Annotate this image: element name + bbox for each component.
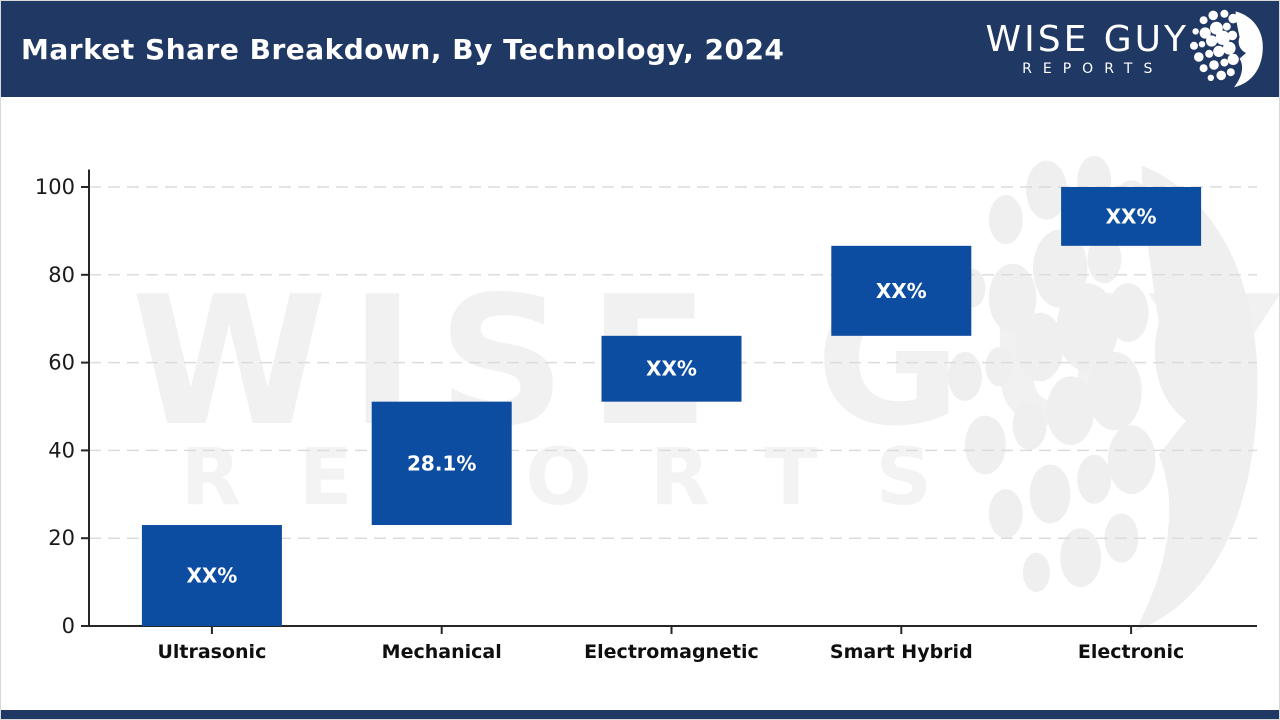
bar-value-label: XX% [646, 357, 697, 381]
page-title: Market Share Breakdown, By Technology, 2… [21, 32, 785, 66]
y-tick-label: 60 [48, 351, 75, 375]
y-tick-label: 40 [48, 438, 75, 462]
bar-value-label: 28.1% [407, 451, 476, 475]
y-tick-label: 20 [48, 526, 75, 550]
footer-bar [1, 710, 1279, 719]
wiseguy-head-icon [1190, 9, 1263, 88]
x-category-label: Electronic [1078, 641, 1184, 663]
wiseguy-logo-text: WISE GUY REPORTS [985, 19, 1190, 77]
logo-brand-name: WISE GUY [985, 19, 1189, 60]
bar-smart-hybrid [831, 245, 972, 336]
header: Market Share Breakdown, By Technology, 2… [1, 1, 1279, 97]
wiseguy-logo: WISE GUY REPORTS [986, 9, 1268, 89]
logo-brand-sub: REPORTS [1022, 61, 1164, 77]
bar-mechanical [371, 401, 512, 526]
x-category-label: Mechanical [382, 641, 502, 663]
x-category-label: Smart Hybrid [830, 641, 973, 663]
bar-ultrasonic [141, 525, 282, 626]
bar-electromagnetic [601, 335, 742, 402]
x-category-label: Ultrasonic [157, 641, 266, 663]
y-tick-label: 80 [48, 263, 75, 287]
bar-value-label: XX% [876, 279, 927, 303]
y-tick-label: 100 [35, 175, 75, 199]
bar-value-label: XX% [1106, 204, 1157, 228]
x-category-label: Electromagnetic [584, 641, 759, 663]
bar-value-label: XX% [186, 564, 237, 588]
y-tick-label: 0 [62, 614, 75, 638]
